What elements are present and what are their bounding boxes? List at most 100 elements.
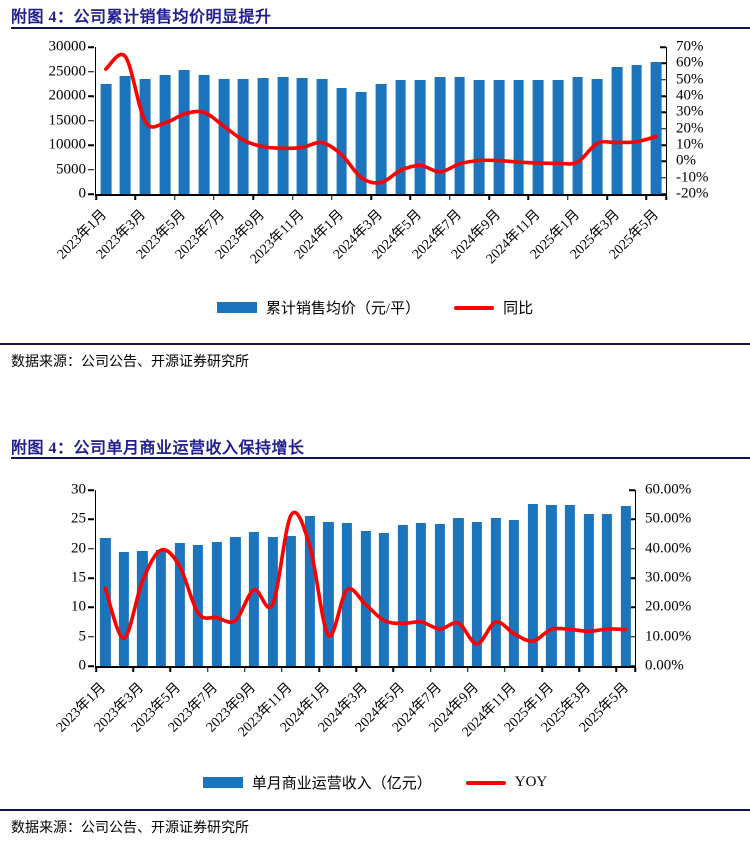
yoy-line <box>106 55 656 183</box>
x-axis-tick <box>243 668 246 672</box>
x-axis-tick <box>615 668 618 672</box>
y-axis-left-tick <box>88 119 94 122</box>
y-axis-left-tick <box>88 665 94 667</box>
y-axis-right-tick <box>660 176 666 179</box>
x-axis-tick <box>213 196 215 200</box>
bar <box>179 69 190 194</box>
bar <box>434 76 446 194</box>
bar <box>218 79 230 194</box>
bar <box>248 532 260 666</box>
bar <box>473 79 485 194</box>
x-axis-tick <box>370 196 372 200</box>
x-axis-tick <box>409 196 412 200</box>
bar <box>211 541 222 666</box>
y-axis-right-tick <box>660 111 666 114</box>
figure-1-legend: 累计销售均价（元/平） 同比 <box>0 297 750 318</box>
line-series-swatch <box>454 305 495 310</box>
line-series-swatch <box>465 780 506 785</box>
y-axis-left-tick <box>88 70 94 73</box>
bar <box>513 80 524 194</box>
x-axis-tick <box>541 668 543 672</box>
y-axis-right-tick <box>660 144 666 146</box>
y-axis-right-tick <box>660 193 666 195</box>
x-axis-tick <box>134 196 137 200</box>
y-axis-left-tick <box>88 577 94 579</box>
bar <box>564 504 576 666</box>
y-axis-left-tick-label: 25000 <box>48 63 87 79</box>
yoy-line <box>105 512 625 644</box>
bar <box>397 524 408 666</box>
bar <box>375 84 387 194</box>
bar <box>360 531 371 666</box>
bar <box>355 92 367 194</box>
y-axis-right-tick-label: 20% <box>676 120 704 137</box>
y-axis-left-tick <box>88 547 94 550</box>
y-axis-left-tick-label: 20000 <box>48 87 87 104</box>
bar <box>323 522 334 666</box>
y-axis-right-tick <box>660 95 666 97</box>
y-axis-right-tick-label: 10.00% <box>645 628 692 645</box>
y-axis-left-tick <box>88 518 94 521</box>
y-axis-right-tick-label: 50% <box>676 71 704 88</box>
y-axis-right-tick-label: 0.00% <box>645 657 684 674</box>
yoy-line-layer <box>96 490 635 666</box>
y-axis-left-tick <box>88 489 94 491</box>
x-axis-tick <box>466 668 469 672</box>
bar <box>583 514 594 666</box>
y-axis-right-tick-label: 0% <box>676 152 696 169</box>
bar <box>434 524 445 666</box>
x-axis-tick <box>355 668 357 672</box>
x-axis-tick <box>132 668 134 672</box>
y-axis-left-tick-label: 5 <box>78 628 87 645</box>
bar <box>139 79 151 194</box>
x-axis-tick <box>173 196 176 200</box>
y-axis-left-tick-label: 25 <box>71 510 86 527</box>
bar <box>137 551 148 666</box>
yoy-line-layer <box>96 47 666 194</box>
cumulative-price-chart-x-axis: 2023年1月 2023年3月 2023年5月 2023年7月 2023年9月 2023年… <box>55 204 667 296</box>
bar <box>198 74 210 194</box>
x-axis-tick <box>206 668 209 672</box>
bar <box>257 78 269 194</box>
bar-series-label: 累计销售均价（元/平） <box>265 301 421 317</box>
y-axis-left-tick <box>88 144 94 146</box>
x-axis-tick <box>645 196 648 200</box>
bar <box>471 521 483 666</box>
x-axis-tick <box>392 668 395 672</box>
y-axis-left-tick-label: 5000 <box>56 161 86 177</box>
y-axis-left-tick-label: 30 <box>71 481 86 498</box>
y-axis-right-tick-label: 20.00% <box>645 598 692 615</box>
bar <box>304 516 315 666</box>
figure-1-source: 数据来源：公司公告、开源证券研究所 <box>11 355 249 370</box>
bar <box>118 552 129 666</box>
figure-1-source-rule <box>0 343 750 345</box>
y-axis-right-tick <box>660 46 666 48</box>
bar <box>336 87 348 194</box>
x-axis-tick <box>331 196 333 200</box>
bar <box>454 77 466 194</box>
y-axis-left-tick <box>88 193 94 195</box>
y-axis-right-tick-label: 60% <box>676 54 704 71</box>
y-axis-left-tick-label: 0 <box>78 657 87 674</box>
x-axis-tick <box>527 196 530 200</box>
y-axis-left-tick <box>88 168 94 171</box>
bar <box>286 535 297 666</box>
x-axis-tick <box>169 668 172 672</box>
y-axis-right-tick-label: -20% <box>676 185 709 202</box>
bar <box>490 517 501 666</box>
y-axis-left-tick-label: 30000 <box>48 38 87 55</box>
figure-1: 附图 4：公司累计销售均价明显提升 30000 25000 20000 15000 10… <box>0 9 750 370</box>
y-axis-right-tick <box>629 489 635 491</box>
x-axis-tick <box>665 196 667 200</box>
y-axis-right-tick <box>660 160 666 163</box>
monthly-revenue-chart-plot: 30 25 20 15 10 5 0 60.00% 50.00% 40.00% 30.00% 20.0… <box>71 482 691 673</box>
bar <box>341 523 353 666</box>
x-axis-tick <box>95 668 97 672</box>
y-axis-left-tick-label: 15 <box>71 569 86 586</box>
figure-2: 附图 4：公司单月商业运营收入保持增长 30 25 20 15 10 5 0 60.00% 50… <box>0 431 750 861</box>
x-axis-tick <box>578 668 580 672</box>
bar <box>611 67 623 194</box>
bar <box>316 79 328 194</box>
figure-2-legend: 单月商业运营收入（亿元） YOY <box>0 772 750 793</box>
bar <box>100 537 111 666</box>
